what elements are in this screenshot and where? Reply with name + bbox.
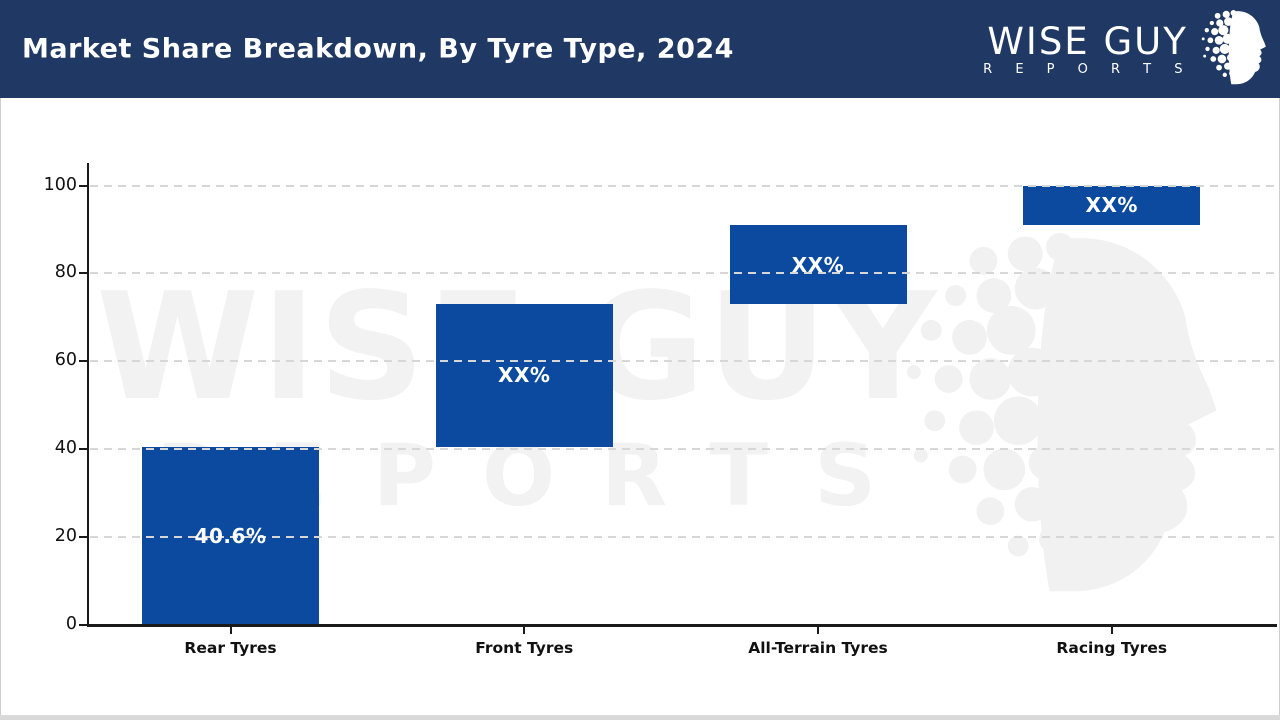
bar-value-label: 40.6%	[194, 523, 267, 548]
bar-rear-tyres	[142, 446, 319, 625]
x-category-label: Racing Tyres	[1056, 639, 1168, 657]
y-tick-100	[79, 184, 88, 187]
header-bar: Market Share Breakdown, By Tyre Type, 20…	[0, 0, 1280, 98]
bar-value-label: XX%	[1085, 193, 1138, 218]
page-title: Market Share Breakdown, By Tyre Type, 20…	[22, 33, 734, 65]
gridline-y80	[90, 272, 1276, 275]
x-tick-0	[229, 625, 232, 634]
y-tick-label-60: 60	[54, 350, 77, 371]
x-category-label: Rear Tyres	[184, 639, 277, 657]
y-tick-label-40: 40	[54, 438, 77, 459]
y-axis-line	[87, 163, 89, 627]
gridline-y100	[90, 184, 1276, 187]
gridline-y40	[90, 448, 1276, 451]
wiseguy-logo: WISE GUY R E P O R T S	[983, 6, 1268, 94]
footer-strip	[0, 715, 1280, 720]
bar-front-tyres	[435, 304, 613, 447]
y-tick-label-20: 20	[54, 526, 77, 547]
x-category-label: All-Terrain Tyres	[748, 639, 888, 657]
bar-value-label: XX%	[791, 252, 845, 277]
y-tick-60	[79, 360, 88, 363]
y-tick-label-0: 0	[65, 614, 77, 634]
x-tick-2	[817, 625, 819, 634]
bar-all-terrain-tyres	[729, 225, 907, 305]
gridline-y20	[90, 536, 1276, 539]
logo-wordmark: WISE GUY	[987, 19, 1188, 63]
y-tick-80	[79, 272, 88, 275]
y-tick-label-100: 100	[43, 174, 77, 195]
y-tick-40	[79, 448, 88, 451]
watermark-face-icon	[879, 226, 1227, 626]
y-tick-label-80: 80	[54, 262, 77, 283]
bar-value-label: XX%	[498, 363, 551, 388]
x-axis-line	[87, 624, 1277, 627]
x-tick-1	[523, 625, 526, 634]
bar-racing-tyres	[1023, 185, 1201, 226]
logo-subtitle: R E P O R T S	[983, 62, 1192, 78]
gridline-y60	[90, 360, 1276, 363]
x-tick-3	[1110, 625, 1113, 634]
logo-face-icon	[1196, 8, 1268, 92]
y-tick-0	[79, 624, 88, 626]
x-category-label: Front Tyres	[475, 639, 574, 657]
y-tick-20	[79, 536, 88, 539]
